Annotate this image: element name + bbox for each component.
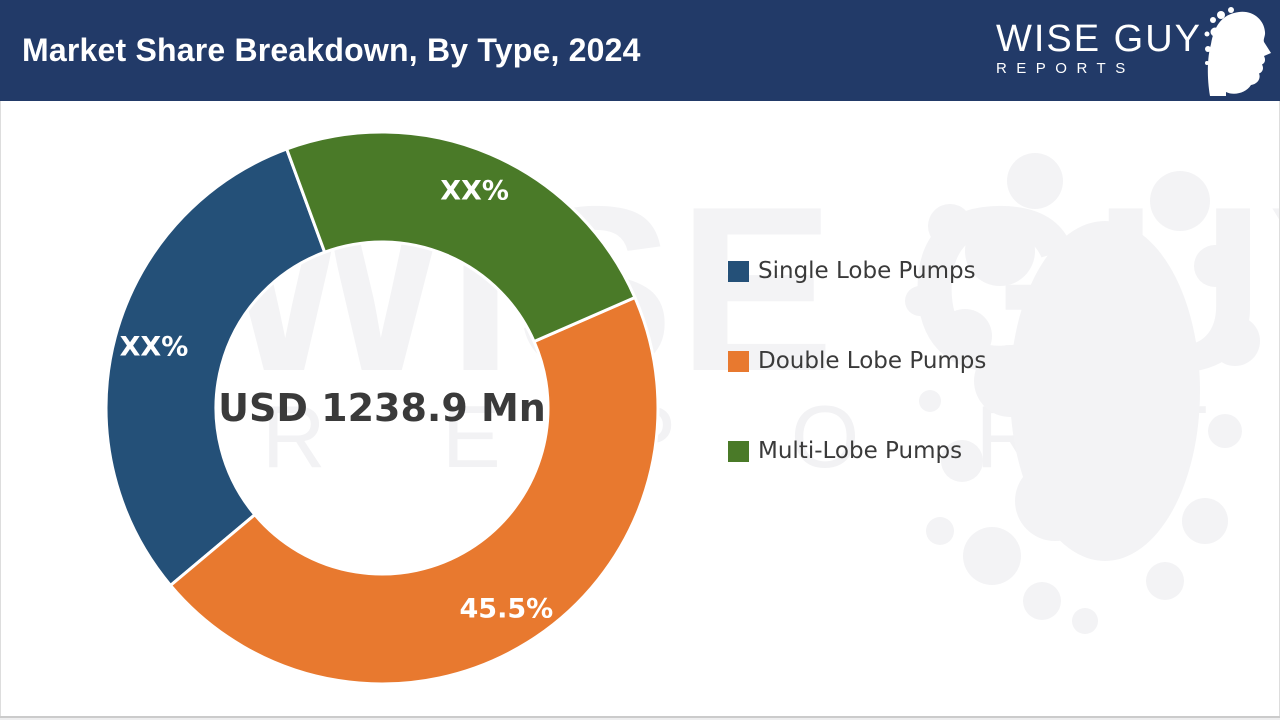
brand-face-icon xyxy=(1204,7,1271,96)
page-title: Market Share Breakdown, By Type, 2024 xyxy=(22,32,641,68)
header-bar: Market Share Breakdown, By Type, 2024 WI… xyxy=(0,0,1280,101)
legend-label: Multi-Lobe Pumps xyxy=(758,438,963,464)
legend-swatch-double-lobe xyxy=(728,351,749,372)
donut-segment-multi-lobe-pumps[interactable] xyxy=(285,130,637,344)
legend-label: Single Lobe Pumps xyxy=(758,258,976,284)
segment-label-multi-lobe: XX% xyxy=(440,175,509,207)
background-watermark: WISE GUY R E P O R T S xyxy=(0,101,1280,716)
legend-swatch-single-lobe xyxy=(728,261,749,282)
segment-label-double-lobe: 45.5% xyxy=(459,593,554,625)
legend-swatch-multi-lobe xyxy=(728,441,749,462)
legend-label: Double Lobe Pumps xyxy=(758,348,987,374)
brand-logo-wordmark: WISE GUY xyxy=(995,18,1202,60)
brand-logo-subtext: REPORTS xyxy=(995,60,1135,77)
legend-item-single-lobe-pumps[interactable]: Single Lobe Pumps xyxy=(728,258,986,285)
legend-item-double-lobe-pumps[interactable]: Double Lobe Pumps xyxy=(728,348,986,375)
footer-divider xyxy=(0,716,1280,720)
donut-segment-single-lobe-pumps[interactable] xyxy=(104,147,327,587)
legend: Single Lobe Pumps Double Lobe Pumps Mult… xyxy=(728,258,986,465)
donut-center-value: USD 1238.9 Mn xyxy=(218,386,546,430)
legend-item-multi-lobe-pumps[interactable]: Multi-Lobe Pumps xyxy=(728,438,986,465)
brand-logo: WISE GUY REPORTS xyxy=(996,20,1202,78)
watermark-face-dots-icon xyxy=(905,153,1260,634)
segment-label-single-lobe: XX% xyxy=(119,331,189,363)
donut-segment-double-lobe-pumps[interactable] xyxy=(169,296,660,686)
